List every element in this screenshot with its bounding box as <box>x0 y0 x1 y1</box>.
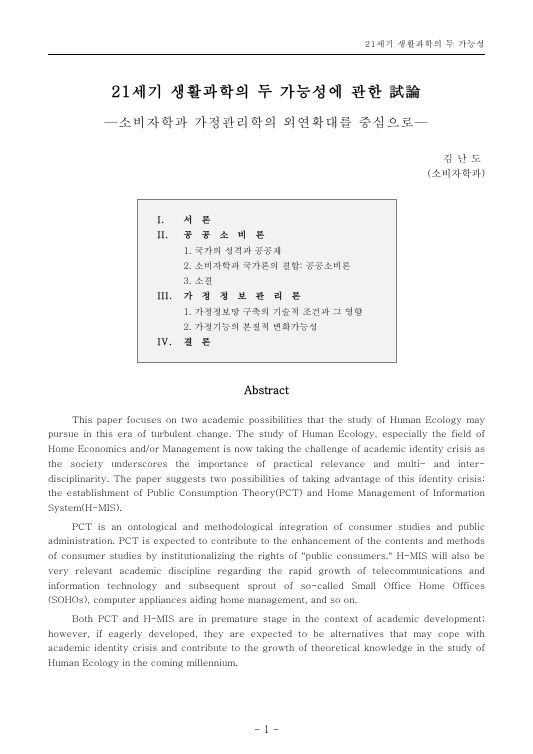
author-name: 김난도 <box>443 151 485 165</box>
toc-num: III. <box>158 288 184 303</box>
abstract-paragraph: Both PCT and H-MIS are in premature stag… <box>48 611 485 670</box>
toc-section-2: II. 공 공 소 비 론 <box>158 227 378 242</box>
document-subtitle: —소비자학과 가정관리학의 외연확대를 중심으로— <box>48 112 485 131</box>
document-title: 21세기 생활과학의 두 가능성에 관한 試論 <box>48 81 485 102</box>
toc-sub: 3. 소결 <box>158 273 378 288</box>
abstract-heading: Abstract <box>48 383 485 398</box>
page-container: 21세기 생활과학의 두 가능성 21세기 생활과학의 두 가능성에 관한 試論… <box>0 0 533 694</box>
toc-sub: 1. 국가의 성격과 공공재 <box>158 243 378 258</box>
top-divider <box>48 54 485 55</box>
toc-sub: 2. 소비자학과 국가론의 결합: 공공소비론 <box>158 258 378 273</box>
toc-label: 결 론 <box>184 334 214 349</box>
toc-section-4: IV. 결 론 <box>158 334 378 349</box>
toc-sub: 2. 가정기능의 본질적 변화가능성 <box>158 319 378 334</box>
toc-label: 가 정 정 보 관 리 론 <box>184 288 304 303</box>
toc-sub: 1. 가정정보망 구축의 기술적 조건과 그 영향 <box>158 304 378 319</box>
abstract-paragraph: This paper focuses on two academic possi… <box>48 412 485 515</box>
toc-num: II. <box>158 227 184 242</box>
abstract-body: This paper focuses on two academic possi… <box>48 412 485 670</box>
toc-num: I. <box>158 212 184 227</box>
toc-section-3: III. 가 정 정 보 관 리 론 <box>158 288 378 303</box>
toc-label: 서 론 <box>184 212 214 227</box>
running-head: 21세기 생활과학의 두 가능성 <box>48 38 485 50</box>
author-affiliation: (소비자학과) <box>427 166 485 180</box>
toc-label: 공 공 소 비 론 <box>184 227 268 242</box>
author-block: 김난도 (소비자학과) <box>48 151 485 181</box>
toc-num: IV. <box>158 334 184 349</box>
toc-box: I. 서 론 II. 공 공 소 비 론 1. 국가의 성격과 공공재 2. 소… <box>137 199 397 363</box>
toc-section-1: I. 서 론 <box>158 212 378 227</box>
page-number: - 1 - <box>0 722 533 736</box>
abstract-paragraph: PCT is an ontological and methodological… <box>48 519 485 607</box>
